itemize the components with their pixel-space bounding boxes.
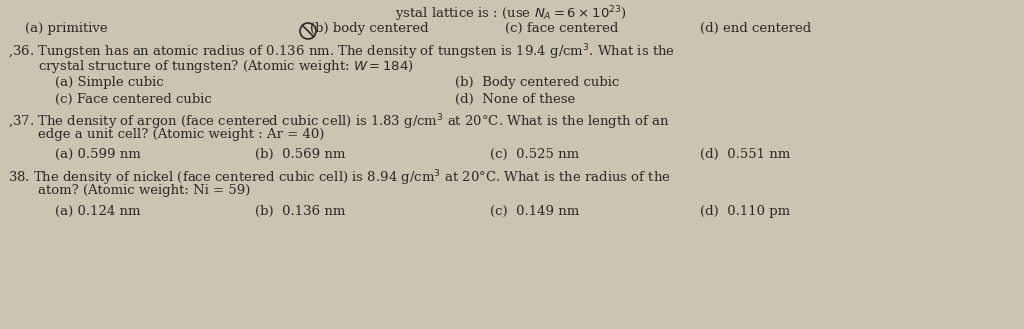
Text: (d) end centered: (d) end centered (700, 22, 811, 35)
Text: (c)  0.149 nm: (c) 0.149 nm (490, 205, 580, 218)
Text: (d)  None of these: (d) None of these (455, 93, 575, 106)
Text: ystal lattice is : (use $N_A = 6\times10^{23}$): ystal lattice is : (use $N_A = 6\times10… (395, 4, 627, 24)
Text: (c)  0.525 nm: (c) 0.525 nm (490, 148, 580, 161)
Text: (a) primitive: (a) primitive (25, 22, 108, 35)
Text: (d)  0.551 nm: (d) 0.551 nm (700, 148, 791, 161)
Text: (a) Simple cubic: (a) Simple cubic (55, 76, 164, 89)
Text: (c) Face centered cubic: (c) Face centered cubic (55, 93, 212, 106)
Text: edge a unit cell? (Atomic weight : Ar = 40): edge a unit cell? (Atomic weight : Ar = … (38, 128, 325, 141)
Text: (b)  0.569 nm: (b) 0.569 nm (255, 148, 345, 161)
Text: (b)  0.136 nm: (b) 0.136 nm (255, 205, 345, 218)
Text: (a) 0.599 nm: (a) 0.599 nm (55, 148, 140, 161)
Text: (b) body centered: (b) body centered (310, 22, 429, 35)
Text: ,36. Tungsten has an atomic radius of 0.136 nm. The density of tungsten is 19.4 : ,36. Tungsten has an atomic radius of 0.… (8, 42, 675, 62)
Text: ,37. The density of argon (face centered cubic cell) is 1.83 g/cm$^3$ at 20°C. W: ,37. The density of argon (face centered… (8, 112, 670, 132)
Text: crystal structure of tungsten? (Atomic weight: $W = 184$): crystal structure of tungsten? (Atomic w… (38, 58, 414, 75)
Text: 38. The density of nickel (face centered cubic cell) is 8.94 g/cm$^3$ at 20°C. W: 38. The density of nickel (face centered… (8, 168, 671, 188)
Text: (a) 0.124 nm: (a) 0.124 nm (55, 205, 140, 218)
Text: atom? (Atomic weight: Ni = 59): atom? (Atomic weight: Ni = 59) (38, 184, 251, 197)
Text: (d)  0.110 pm: (d) 0.110 pm (700, 205, 791, 218)
Text: (b)  Body centered cubic: (b) Body centered cubic (455, 76, 620, 89)
Text: (c) face centered: (c) face centered (505, 22, 618, 35)
